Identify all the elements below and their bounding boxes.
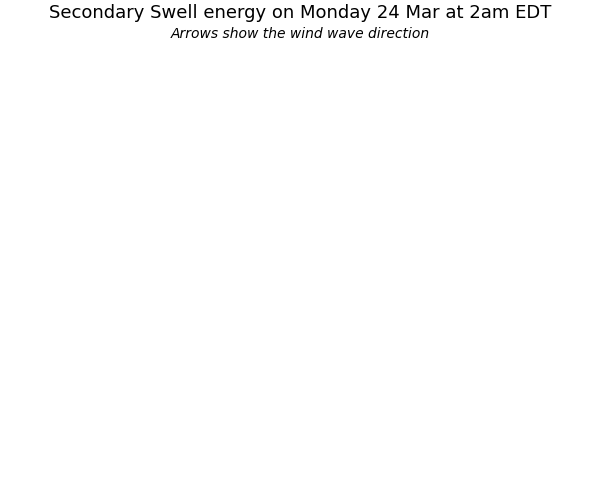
Text: cartopy required: cartopy required (243, 259, 358, 273)
Text: Arrows show the wind wave direction: Arrows show the wind wave direction (171, 27, 430, 41)
Text: Secondary Swell energy on Monday 24 Mar at 2am EDT: Secondary Swell energy on Monday 24 Mar … (49, 4, 552, 22)
